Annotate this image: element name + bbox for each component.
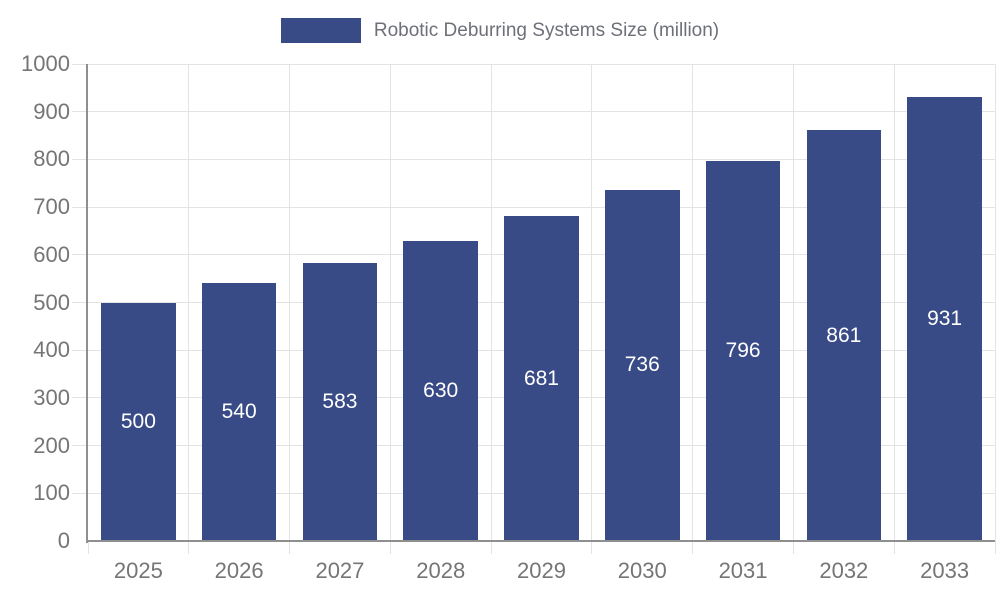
y-axis-tick-label: 400 [33,337,70,363]
x-gridline [591,64,593,554]
bar-value-label: 931 [927,306,963,330]
y-axis-tick-label: 600 [33,241,70,267]
bar[interactable]: 931 [907,96,982,541]
x-axis-tick-label: 2031 [718,558,768,583]
y-axis-tick-label: 1000 [21,51,70,76]
y-gridline [72,63,995,65]
bar[interactable]: 540 [201,283,277,541]
y-gridline [72,158,995,160]
x-gridline [994,64,996,554]
bar-value-label: 500 [120,409,156,433]
legend-label: Robotic Deburring Systems Size (million) [373,19,720,41]
y-axis-line [86,64,88,543]
bar-value-label: 630 [423,378,459,402]
legend-swatch [280,18,361,43]
bar-value-label: 540 [221,400,257,424]
x-axis-tick-label: 2025 [113,558,163,583]
y-gridline [72,206,995,208]
y-axis-tick-label: 500 [33,289,70,315]
x-gridline [692,64,694,554]
y-axis-tick-label: 200 [33,432,70,458]
bar-value-label: 736 [624,353,660,377]
bar[interactable]: 861 [806,130,882,541]
x-gridline [792,64,794,554]
x-axis-line [86,540,995,542]
x-axis-tick-label: 2030 [617,558,667,583]
x-axis-tick-label: 2033 [920,558,970,583]
y-axis-tick-label: 300 [33,384,70,410]
x-gridline [389,64,391,554]
bar[interactable]: 736 [604,189,680,541]
x-axis-tick-label: 2026 [214,558,264,583]
x-axis-tick-label: 2032 [819,558,869,583]
y-axis-tick-label: 700 [33,194,70,220]
x-gridline [188,64,190,554]
y-axis-tick-label: 0 [57,528,70,553]
y-axis-tick-label: 900 [33,98,70,124]
y-gridline [72,111,995,113]
bar[interactable]: 583 [302,262,378,541]
bar-value-label: 583 [322,389,358,413]
x-axis-tick-label: 2029 [517,558,566,583]
bar-value-label: 796 [725,339,761,363]
x-gridline [289,64,291,554]
bar-value-label: 861 [826,323,862,347]
x-gridline [490,64,492,554]
bar[interactable]: 681 [504,216,579,541]
x-gridline [87,541,89,554]
bar[interactable]: 630 [403,240,478,541]
y-axis-tick-label: 100 [33,480,70,506]
y-axis-tick-label: 800 [33,146,70,172]
x-axis-tick-label: 2027 [315,558,365,583]
bar[interactable]: 796 [705,161,781,541]
legend-item[interactable]: Robotic Deburring Systems Size (million) [0,18,1000,43]
x-axis-tick-label: 2028 [416,558,466,583]
bar[interactable]: 500 [101,302,176,541]
bar-value-label: 681 [523,366,559,390]
plot-area: 500 540 583 630 681 736 796 861 931 [72,63,996,554]
x-gridline [893,64,895,554]
